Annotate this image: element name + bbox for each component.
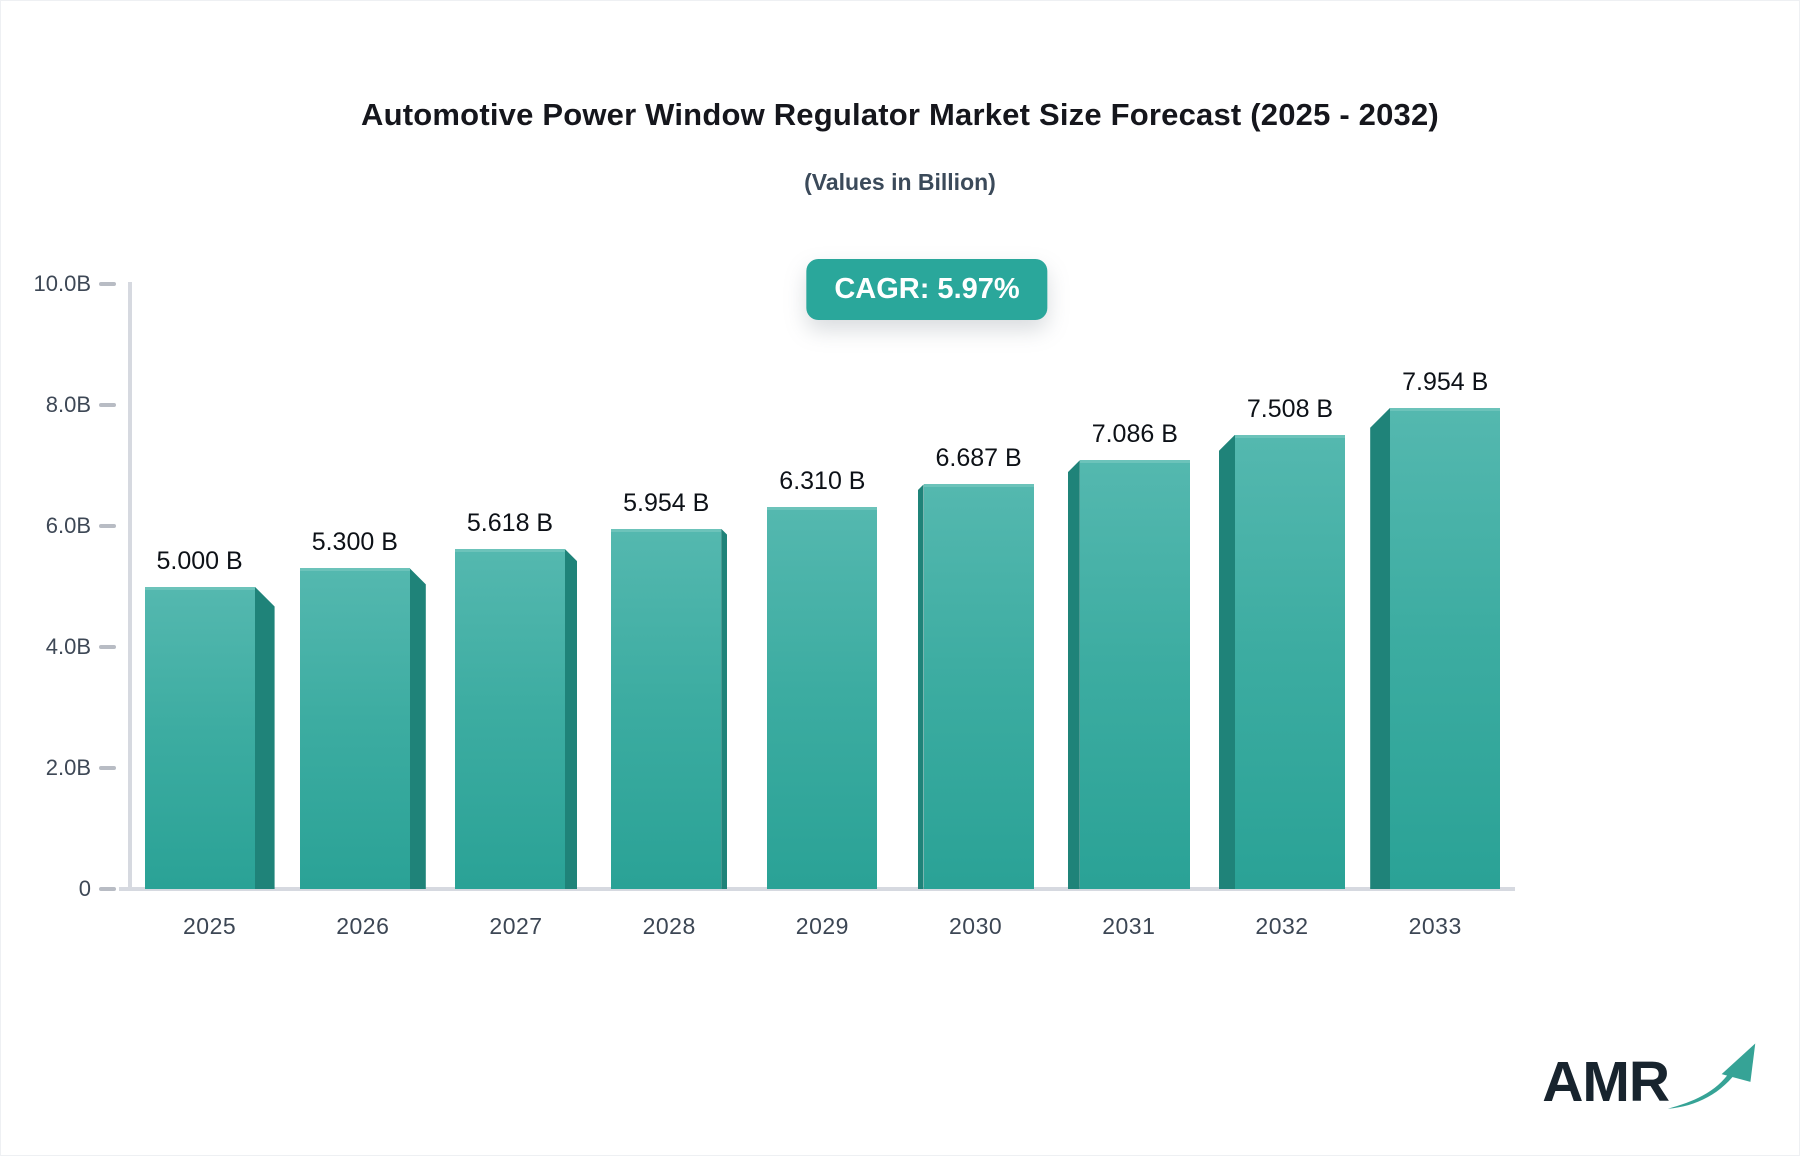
bar-side-face xyxy=(917,484,924,889)
bar-value-label: 7.508 B xyxy=(1246,394,1334,423)
y-axis-tick-label: 4.0B xyxy=(45,634,91,659)
growth-arrow-icon xyxy=(1667,1043,1756,1109)
bar-value-label: 5.954 B xyxy=(623,488,710,517)
x-axis-tick-label: 2026 xyxy=(336,913,390,939)
bar xyxy=(1079,460,1190,889)
bar-value-label: 7.086 B xyxy=(1091,420,1178,449)
x-axis-tick-label: 2033 xyxy=(1408,913,1462,939)
y-axis-tick xyxy=(99,524,116,528)
bar xyxy=(455,549,565,889)
chart-subtitle: (Values in Billion) xyxy=(804,169,996,195)
bar-side-face xyxy=(1219,434,1235,889)
brand-logo-text: AMR xyxy=(1542,1050,1670,1114)
bar-value-label: 5.300 B xyxy=(311,528,398,557)
x-axis-tick-label: 2030 xyxy=(949,913,1003,939)
bar xyxy=(923,484,1034,889)
x-axis-tick-label: 2025 xyxy=(183,913,237,939)
bar-value-label: 7.954 B xyxy=(1402,367,1489,396)
bar-side-face xyxy=(1067,460,1080,889)
chart-title: Automotive Power Window Regulator Market… xyxy=(361,97,1439,132)
bar xyxy=(144,586,255,889)
y-axis-tick-label: 2.0B xyxy=(45,755,91,780)
bar-side-face xyxy=(409,568,426,889)
bar-side-face xyxy=(721,528,728,889)
y-axis-tick xyxy=(99,887,116,891)
bar xyxy=(1390,407,1501,889)
bar xyxy=(299,568,410,889)
bar-side-face xyxy=(254,586,275,889)
bar xyxy=(611,528,722,889)
y-axis-tick-label: 10.0B xyxy=(33,271,92,296)
x-axis-tick-label: 2027 xyxy=(489,913,543,939)
bar-side-face xyxy=(1370,407,1391,889)
bar-side-face xyxy=(565,549,577,889)
bar-value-label: 5.618 B xyxy=(466,509,554,538)
x-axis-tick-label: 2032 xyxy=(1255,913,1309,939)
bar xyxy=(767,507,878,889)
cagr-badge: CAGR: 5.97% xyxy=(806,259,1048,320)
bar-value-label: 5.000 B xyxy=(156,546,243,575)
y-axis-tick xyxy=(99,282,116,286)
x-axis-tick-label: 2028 xyxy=(642,913,696,939)
y-axis-tick xyxy=(99,766,116,770)
bar-value-label: 6.310 B xyxy=(779,467,866,496)
y-axis-tick-label: 6.0B xyxy=(45,513,91,538)
x-axis-line xyxy=(119,887,1515,891)
y-axis-tick-label: 8.0B xyxy=(45,392,91,417)
x-axis-tick-label: 2029 xyxy=(795,913,849,939)
x-axis-tick-label: 2031 xyxy=(1102,913,1156,939)
y-axis-tick xyxy=(99,645,116,649)
y-axis-tick xyxy=(99,403,116,407)
bar xyxy=(1235,434,1345,889)
y-axis-tick-label: 0 xyxy=(78,876,91,901)
bar-value-label: 6.687 B xyxy=(935,444,1022,473)
y-axis-line xyxy=(128,282,132,891)
brand-logo: AMR xyxy=(1542,1037,1761,1111)
